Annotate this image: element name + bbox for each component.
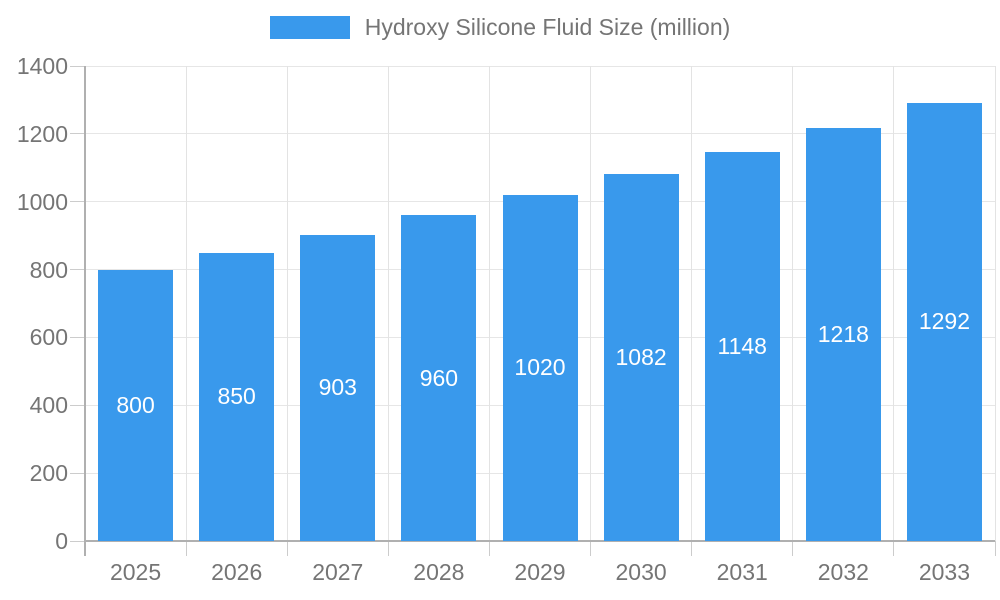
bar[interactable]: 800 <box>98 269 174 541</box>
y-tick <box>70 65 85 67</box>
y-tick <box>70 472 85 474</box>
y-axis-label: 1400 <box>16 53 68 79</box>
bar[interactable]: 1020 <box>502 194 578 541</box>
x-gridline <box>488 66 490 541</box>
bar[interactable]: 903 <box>300 234 376 541</box>
bar-value-label: 1292 <box>918 308 971 335</box>
x-axis-label: 2029 <box>514 559 566 585</box>
y-axis-label: 0 <box>55 528 68 554</box>
y-axis-label: 600 <box>29 324 68 351</box>
bar-value-label: 850 <box>217 383 256 410</box>
y-axis-label: 400 <box>29 392 68 419</box>
x-gridline <box>387 66 389 541</box>
bar-value-label: 1082 <box>615 343 667 370</box>
y-gridline <box>85 65 995 67</box>
x-tick <box>792 541 794 556</box>
y-tick <box>70 404 85 406</box>
x-axis-label: 2027 <box>312 559 364 585</box>
bar[interactable]: 1082 <box>603 173 679 541</box>
x-axis-label: 2026 <box>211 559 263 585</box>
bar-value-label: 903 <box>318 374 357 401</box>
x-axis-label: 2028 <box>413 559 465 585</box>
bar-value-label: 1218 <box>817 320 869 347</box>
bar-value-label: 1020 <box>514 354 566 381</box>
x-gridline <box>994 66 996 541</box>
x-gridline <box>286 66 288 541</box>
x-tick <box>994 541 996 556</box>
y-tick <box>70 133 85 135</box>
x-gridline <box>792 66 794 541</box>
x-axis-label: 2033 <box>918 559 971 585</box>
bar-value-label: 960 <box>419 364 459 391</box>
x-tick <box>893 541 895 556</box>
y-axis-label: 200 <box>29 460 68 487</box>
x-axis-label: 2030 <box>615 559 667 585</box>
y-tick <box>70 269 85 271</box>
y-tick <box>70 540 85 542</box>
x-axis-label: 2025 <box>109 559 162 585</box>
x-tick <box>590 541 592 556</box>
x-tick <box>286 541 288 556</box>
y-axis-label: 800 <box>29 256 68 283</box>
x-gridline <box>691 66 693 541</box>
y-axis-line <box>84 66 86 556</box>
x-axis-line <box>85 540 995 542</box>
y-gridline <box>85 133 995 135</box>
legend-swatch[interactable] <box>269 16 350 39</box>
legend-label[interactable]: Hydroxy Silicone Fluid Size (million) <box>364 14 731 40</box>
bar-value-label: 1148 <box>717 332 767 359</box>
y-axis-label: 1000 <box>16 188 68 215</box>
bar[interactable]: 1292 <box>906 102 982 541</box>
y-tick <box>70 336 85 338</box>
bar[interactable]: 1148 <box>704 151 780 541</box>
legend[interactable]: Hydroxy Silicone Fluid Size (million) <box>0 14 1000 41</box>
bar[interactable]: 850 <box>199 252 275 541</box>
x-tick <box>387 541 389 556</box>
x-axis-label: 2032 <box>817 559 869 585</box>
x-gridline <box>590 66 592 541</box>
bar[interactable]: 1218 <box>805 127 881 541</box>
y-tick <box>70 201 85 203</box>
x-gridline <box>185 66 187 541</box>
x-tick <box>185 541 187 556</box>
x-gridline <box>893 66 895 541</box>
x-tick <box>488 541 490 556</box>
y-axis-label: 1200 <box>16 120 68 147</box>
x-tick <box>691 541 693 556</box>
bar-value-label: 800 <box>116 391 155 418</box>
bar[interactable]: 960 <box>401 215 477 541</box>
x-axis-label: 2031 <box>716 559 768 585</box>
